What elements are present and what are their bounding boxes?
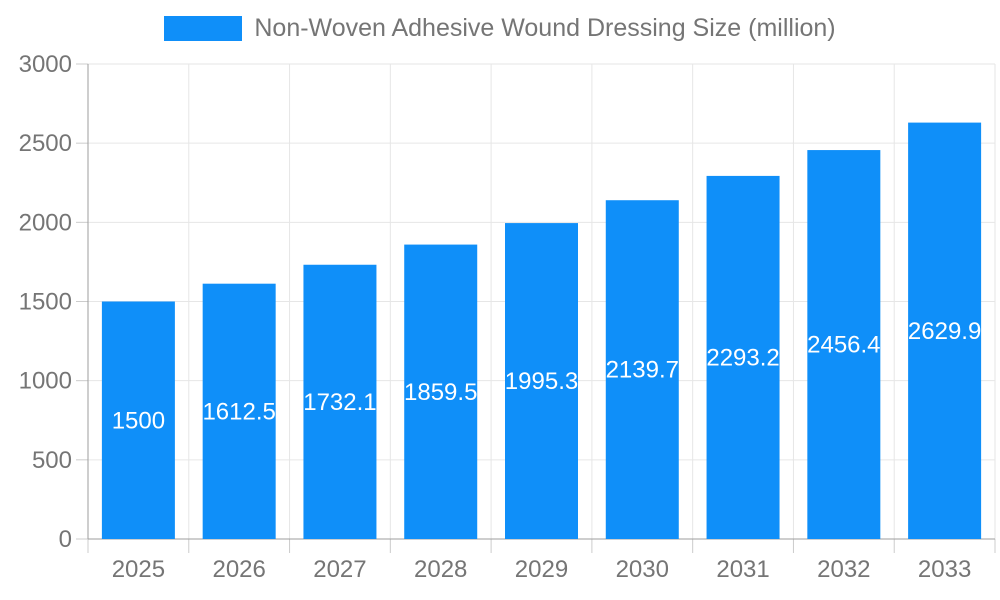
- x-axis-tick-label: 2031: [716, 556, 769, 583]
- bar-value-label: 1612.5: [202, 398, 275, 425]
- bar[interactable]: [908, 122, 982, 539]
- x-axis-tick-label: 2033: [918, 556, 971, 583]
- bar[interactable]: [605, 200, 679, 539]
- bar[interactable]: [303, 264, 377, 539]
- bar-value-label: 2629.9: [908, 318, 981, 345]
- bar-value-label: 1859.5: [404, 379, 477, 406]
- bar[interactable]: [202, 283, 276, 539]
- bar-value-label: 2139.7: [606, 357, 679, 384]
- x-axis-tick-label: 2028: [414, 556, 467, 583]
- y-axis-tick-label: 2500: [19, 130, 72, 157]
- x-axis-tick-label: 2025: [112, 556, 165, 583]
- x-axis-tick-label: 2026: [212, 556, 265, 583]
- bar-value-label: 1500: [112, 407, 165, 434]
- y-axis-tick-label: 500: [32, 447, 72, 474]
- legend[interactable]: Non-Woven Adhesive Wound Dressing Size (…: [0, 14, 1000, 43]
- legend-label: Non-Woven Adhesive Wound Dressing Size (…: [254, 14, 836, 42]
- y-axis-tick-label: 0: [59, 526, 72, 553]
- y-axis-tick-label: 1500: [19, 289, 72, 316]
- bar-value-label: 1995.3: [505, 368, 578, 395]
- bar-value-label: 1732.1: [303, 389, 376, 416]
- y-axis-tick-label: 2000: [19, 209, 72, 236]
- bar[interactable]: [505, 223, 578, 539]
- bar-value-label: 2456.4: [807, 332, 880, 359]
- bar[interactable]: [807, 150, 881, 539]
- x-axis-tick-label: 2029: [515, 556, 568, 583]
- bar[interactable]: [706, 175, 780, 539]
- x-axis-tick-label: 2030: [616, 556, 669, 583]
- legend-swatch: [164, 16, 243, 41]
- bar[interactable]: [404, 244, 478, 539]
- bar[interactable]: [101, 301, 175, 540]
- y-axis-tick-label: 3000: [19, 51, 72, 78]
- x-axis-tick-label: 2032: [817, 556, 870, 583]
- x-axis-tick-label: 2027: [313, 556, 366, 583]
- y-axis-tick-label: 1000: [19, 368, 72, 395]
- bar-value-label: 2293.2: [706, 344, 779, 371]
